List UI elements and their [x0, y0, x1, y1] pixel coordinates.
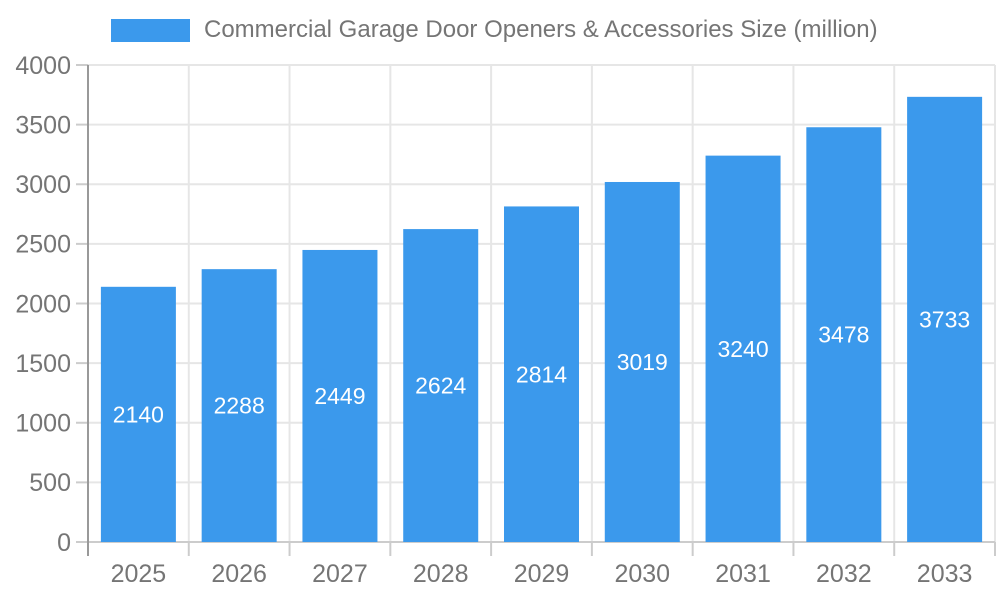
legend[interactable]: Commercial Garage Door Openers & Accesso…	[111, 16, 878, 43]
bar-2025[interactable]	[100, 286, 176, 542]
x-tick-label: 2033	[917, 560, 973, 588]
bar-2027[interactable]	[302, 249, 378, 542]
x-tick-label: 2030	[614, 560, 670, 588]
bar-value-label: 2624	[415, 373, 466, 399]
bar-value-label: 3478	[818, 322, 869, 348]
x-tick-label: 2026	[211, 560, 267, 588]
bar-2029[interactable]	[504, 206, 579, 543]
x-tick-label: 2029	[514, 560, 570, 588]
y-tick-label: 500	[29, 469, 71, 497]
x-tick-label: 2025	[111, 560, 167, 588]
y-tick-label: 1000	[15, 410, 71, 438]
bar-value-label: 3240	[717, 336, 768, 362]
bar-value-label: 2814	[516, 361, 567, 387]
x-tick-label: 2031	[715, 560, 771, 588]
x-tick-label: 2032	[816, 560, 872, 588]
y-tick-label: 4000	[15, 52, 71, 80]
y-tick-label: 1500	[15, 350, 71, 378]
y-tick-label: 3000	[15, 171, 71, 199]
bar-2030[interactable]	[604, 181, 680, 542]
y-tick-label: 3500	[15, 111, 71, 139]
bar-value-label: 2140	[113, 401, 164, 427]
y-tick-label: 2000	[15, 290, 71, 318]
legend-swatch	[111, 18, 190, 42]
y-tick-label: 0	[57, 529, 71, 557]
bar-2032[interactable]	[806, 127, 882, 542]
legend-label: Commercial Garage Door Openers & Accesso…	[204, 16, 878, 43]
bar-value-label: 3019	[617, 349, 668, 375]
x-tick-label: 2027	[312, 560, 368, 588]
bar-value-label: 2449	[314, 383, 365, 409]
bar-2028[interactable]	[403, 229, 479, 542]
bar-2033[interactable]	[907, 96, 983, 542]
bar-value-label: 2288	[214, 393, 265, 419]
y-tick-label: 2500	[15, 231, 71, 259]
x-tick-label: 2028	[413, 560, 469, 588]
bar-2026[interactable]	[201, 269, 277, 542]
bar-value-label: 3733	[919, 306, 970, 332]
bar-2031[interactable]	[705, 155, 781, 542]
